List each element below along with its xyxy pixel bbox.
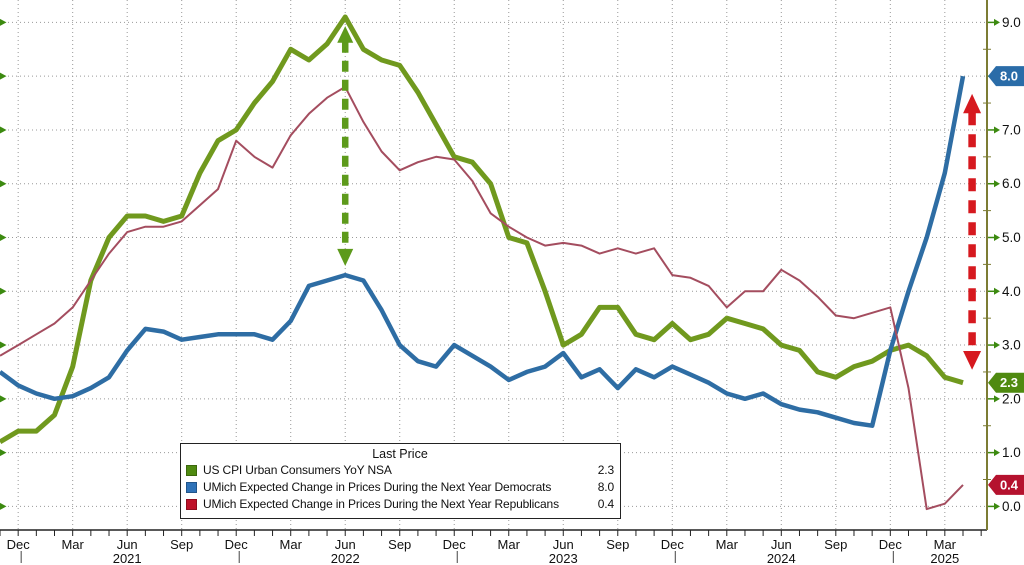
series-line-democrats bbox=[0, 75, 966, 428]
x-tick-label: Sep bbox=[170, 537, 193, 552]
x-tick-label: Dec bbox=[879, 537, 903, 552]
gridlines bbox=[0, 0, 985, 530]
x-tick-label: Jun bbox=[771, 537, 792, 552]
democrats-series-swatch-icon bbox=[186, 482, 197, 493]
x-axis: Dec Mar Jun Sep Dec Mar Jun Sep Dec Mar Jun Sep Dec M… bbox=[0, 529, 987, 565]
series-line-republicans bbox=[0, 85, 964, 511]
legend-label: UMich Expected Change in Prices During t… bbox=[203, 480, 552, 494]
x-tick-label: Mar bbox=[498, 537, 521, 552]
x-tick-label: Mar bbox=[280, 537, 303, 552]
x-tick-label: Sep bbox=[824, 537, 847, 552]
cpi-peak-spread-arrow bbox=[337, 26, 354, 267]
x-tick-label: Jun bbox=[335, 537, 356, 552]
x-tick-label: Dec bbox=[7, 537, 31, 552]
x-tick-label: Sep bbox=[388, 537, 411, 552]
legend-row-democrats: UMich Expected Change in Prices During t… bbox=[186, 479, 614, 496]
x-year-label: 2025 bbox=[930, 551, 959, 565]
x-tick-label: Dec bbox=[225, 537, 249, 552]
y-tick-label: 1.0 bbox=[1002, 445, 1021, 460]
y-tick-label: 4.0 bbox=[1002, 284, 1021, 299]
x-tick-label: Jun bbox=[553, 537, 574, 552]
y-tick-label: 9.0 bbox=[1002, 15, 1021, 30]
legend-title: Last Price bbox=[372, 447, 428, 461]
x-year-label: 2021 bbox=[113, 551, 142, 565]
legend-label: US CPI Urban Consumers YoY NSA bbox=[203, 463, 392, 477]
x-year-label: 2024 bbox=[767, 551, 796, 565]
price-badge bbox=[988, 66, 1024, 87]
price-badges: 8.0 2.3 0.4 bbox=[988, 66, 1024, 495]
y-tick-label: 0.0 bbox=[1002, 499, 1021, 514]
cpi-series-swatch-icon bbox=[186, 465, 197, 476]
x-tick-label: Sep bbox=[606, 537, 629, 552]
legend-box: Last Price US CPI Urban Consumers YoY NS… bbox=[180, 443, 621, 519]
x-year-label: 2023 bbox=[549, 551, 578, 565]
price-badge bbox=[988, 474, 1024, 495]
legend-value: 0.4 bbox=[597, 497, 614, 511]
legend-label: UMich Expected Change in Prices During t… bbox=[203, 497, 559, 511]
x-year-label: 2022 bbox=[331, 551, 360, 565]
y-tick-label: 5.0 bbox=[1002, 230, 1021, 245]
price-badge-label: 0.4 bbox=[1000, 477, 1019, 492]
x-tick-label: Mar bbox=[716, 537, 739, 552]
price-badge bbox=[988, 372, 1024, 393]
x-tick-label: Dec bbox=[661, 537, 685, 552]
republicans-series-swatch-icon bbox=[186, 499, 197, 510]
left-axis-arrow-ticks bbox=[0, 18, 7, 510]
y-tick-label: 7.0 bbox=[1002, 122, 1021, 137]
legend-value: 2.3 bbox=[597, 463, 614, 477]
x-tick-label: Mar bbox=[934, 537, 957, 552]
legend-row-republicans: UMich Expected Change in Prices During t… bbox=[186, 496, 614, 513]
series-line-cpi bbox=[0, 14, 964, 445]
y-tick-label: 2.0 bbox=[1002, 391, 1021, 406]
legend-row-cpi: US CPI Urban Consumers YoY NSA 2.3 bbox=[186, 462, 614, 479]
x-tick-label: Mar bbox=[61, 537, 84, 552]
legend-value: 8.0 bbox=[597, 480, 614, 494]
partisan-spread-arrow bbox=[963, 93, 982, 370]
y-tick-label: 3.0 bbox=[1002, 338, 1021, 353]
price-badge-label: 8.0 bbox=[1000, 69, 1018, 84]
x-tick-label: Jun bbox=[117, 537, 138, 552]
y-tick-label: 6.0 bbox=[1002, 176, 1021, 191]
price-badge-label: 2.3 bbox=[1000, 375, 1018, 390]
x-tick-label: Dec bbox=[443, 537, 467, 552]
